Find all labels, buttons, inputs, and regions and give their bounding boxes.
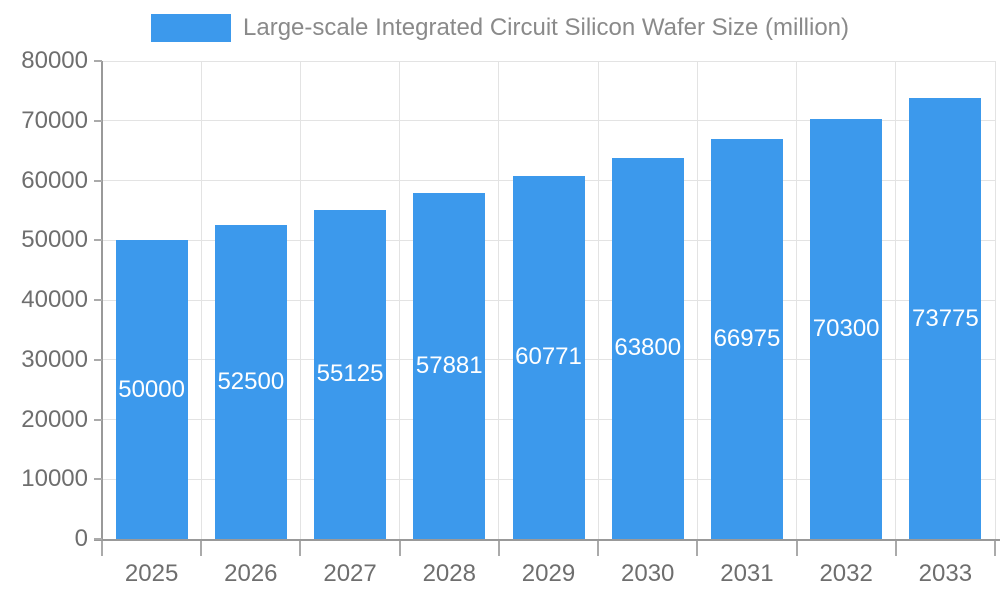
bar[interactable]: 57881	[413, 193, 486, 539]
y-axis-label: 0	[74, 525, 88, 552]
x-axis-label: 2030	[621, 560, 675, 587]
bar[interactable]: 55125	[314, 209, 387, 539]
x-axis-tick	[101, 541, 103, 556]
bar-value-label: 57881	[415, 352, 483, 380]
x-axis-label: 2033	[918, 560, 973, 587]
y-axis-tick	[94, 358, 102, 361]
gridline-vertical	[895, 61, 897, 539]
bar-value-label: 55125	[316, 360, 384, 388]
y-axis-tick	[94, 299, 102, 301]
gridline-vertical	[696, 61, 698, 539]
gridline-vertical	[200, 61, 202, 539]
bar[interactable]: 60771	[512, 175, 585, 539]
x-axis-tick	[696, 541, 699, 556]
bar-value-label: 50000	[118, 375, 185, 403]
y-axis-label: 40000	[21, 286, 88, 313]
gridline-vertical	[498, 61, 500, 539]
bar[interactable]: 66975	[710, 138, 783, 539]
bar-value-label: 60771	[515, 343, 582, 371]
x-axis-label: 2029	[521, 560, 576, 587]
bar[interactable]: 52500	[214, 225, 287, 539]
y-axis-tick	[94, 418, 102, 421]
x-axis-label: 2025	[124, 560, 179, 587]
bar-value-label: 70300	[812, 314, 880, 342]
x-axis-label: 2026	[224, 560, 278, 587]
gridline-vertical	[399, 61, 401, 539]
y-axis-tick	[94, 239, 102, 242]
x-axis-tick	[200, 541, 203, 556]
bar[interactable]: 73775	[909, 98, 982, 539]
x-axis-label: 2032	[819, 560, 873, 587]
y-axis-tick	[94, 538, 102, 540]
y-axis-label: 10000	[21, 465, 88, 493]
bar-value-label: 66975	[713, 324, 781, 352]
x-axis-tick	[398, 541, 401, 556]
gridline-horizontal	[102, 60, 995, 62]
x-axis-line	[94, 539, 1000, 541]
gridline-horizontal	[102, 120, 995, 122]
bar[interactable]: 63800	[611, 157, 684, 539]
x-axis-label: 2028	[422, 560, 476, 587]
legend[interactable]: Large-scale Integrated Circuit Silicon W…	[0, 14, 1000, 42]
y-axis-label: 30000	[21, 345, 88, 373]
y-axis-tick	[94, 119, 102, 122]
x-axis-tick	[597, 541, 600, 556]
bar-value-label: 73775	[912, 304, 979, 332]
x-axis-label: 2027	[323, 560, 377, 587]
x-axis-tick	[795, 541, 798, 556]
y-axis-tick	[94, 179, 102, 182]
bar[interactable]: 50000	[115, 240, 188, 539]
x-axis-tick	[497, 541, 500, 556]
x-axis-tick	[994, 541, 996, 556]
x-axis-tick	[299, 541, 302, 556]
y-axis-line	[101, 61, 103, 541]
y-axis-label: 70000	[21, 106, 88, 134]
y-axis-label: 50000	[21, 226, 88, 254]
gridline-vertical	[597, 61, 599, 539]
gridline-vertical	[796, 61, 798, 539]
bar-value-label: 52500	[217, 368, 285, 396]
y-axis-tick	[94, 478, 102, 481]
legend-label: Large-scale Integrated Circuit Silicon W…	[243, 14, 849, 41]
y-axis-label: 80000	[21, 47, 88, 74]
legend-swatch	[151, 14, 231, 42]
bar-value-label: 63800	[614, 334, 682, 362]
bar[interactable]: 70300	[810, 118, 883, 539]
y-axis-tick	[94, 60, 102, 62]
x-axis-tick	[894, 541, 897, 556]
x-axis-label: 2031	[720, 560, 774, 587]
gridline-vertical	[994, 61, 996, 539]
y-axis-label: 20000	[21, 405, 88, 433]
y-axis-label: 60000	[21, 166, 88, 194]
gridline-vertical	[299, 61, 301, 539]
